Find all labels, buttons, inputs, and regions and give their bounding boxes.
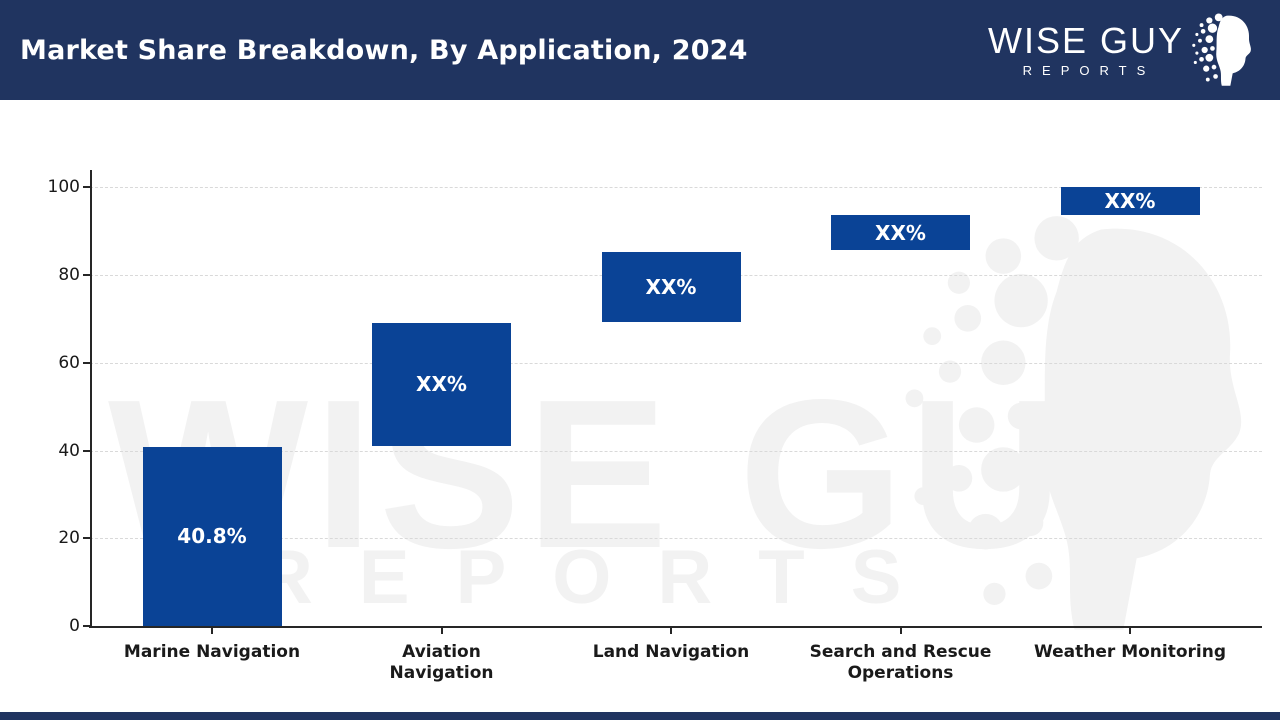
y-axis-tick-label: 80	[58, 265, 80, 286]
bar-value-label: XX%	[645, 275, 697, 300]
category-label-line: Operations	[847, 663, 954, 684]
bar-segment: XX%	[831, 214, 970, 251]
y-axis-tick	[83, 186, 90, 189]
bar-value-label: 40.8%	[177, 524, 247, 549]
chart-area: WISE GUY REPORTS 0 20 40 60 80 100 40.8% Marine…	[0, 100, 1280, 712]
x-axis-tick	[440, 626, 443, 634]
bar-segment: XX%	[1060, 187, 1200, 215]
y-axis-tick	[83, 274, 90, 277]
y-axis-line	[90, 170, 92, 628]
x-axis-tick	[899, 626, 902, 634]
category-label-line: Navigation	[389, 663, 494, 684]
page-title: Market Share Breakdown, By Application, …	[20, 34, 748, 66]
y-axis-tick	[83, 537, 90, 540]
logo-text-reports: REPORTS	[1022, 62, 1156, 78]
y-axis-tick	[83, 625, 90, 627]
y-axis-tick	[83, 361, 90, 364]
header-bar: Market Share Breakdown, By Application, …	[0, 0, 1280, 100]
logo-wordmark: WISE GUY REPORTS	[987, 19, 1184, 78]
bar-value-label: XX%	[416, 372, 467, 397]
y-axis-tick-label: 20	[58, 528, 80, 549]
footer-bar	[0, 712, 1280, 720]
y-axis-tick-label: 100	[47, 177, 80, 198]
watermark-reports-text: REPORTS	[258, 535, 948, 620]
wiseguy-logo: WISE GUY REPORTS	[988, 10, 1256, 90]
bar-value-label: XX%	[875, 220, 926, 245]
category-label: Weather Monitoring	[1010, 642, 1250, 663]
category-label-line: Land Navigation	[592, 642, 750, 662]
category-label-line: Search and Rescue	[809, 642, 992, 662]
category-label-line: Aviation	[402, 642, 481, 662]
bar-segment: XX%	[372, 322, 511, 447]
x-axis-line	[89, 626, 1262, 628]
x-axis-tick	[211, 626, 213, 634]
category-label-line: Weather Monitoring	[1033, 642, 1227, 662]
x-axis-tick	[1129, 626, 1131, 634]
bar-segment: 40.8%	[142, 447, 282, 626]
bar-segment: XX%	[601, 252, 741, 323]
category-label-line: Marine Navigation	[123, 642, 301, 662]
watermark-head-icon	[905, 216, 1242, 630]
y-axis-tick-label: 0	[69, 616, 80, 636]
gridline-40	[90, 450, 1262, 452]
logo-text-wiseguy: WISE GUY	[987, 19, 1184, 61]
bar-value-label: XX%	[1104, 189, 1156, 214]
logo-head-icon	[1192, 13, 1251, 86]
gridline-60	[90, 362, 1262, 364]
gridline-20	[90, 538, 1262, 540]
category-label: Land Navigation	[551, 642, 791, 663]
category-label: Aviation Navigation	[322, 642, 562, 685]
category-label: Marine Navigation	[92, 642, 332, 663]
gridline-100	[90, 187, 1262, 189]
y-axis-tick-label: 40	[58, 440, 80, 461]
y-axis-tick	[83, 449, 90, 452]
watermark-wiseguy-text: WISE GUY	[108, 355, 1217, 592]
x-axis-tick	[670, 626, 672, 634]
y-axis-tick-label: 60	[58, 352, 80, 373]
category-label: Search and Rescue Operations	[781, 642, 1021, 685]
